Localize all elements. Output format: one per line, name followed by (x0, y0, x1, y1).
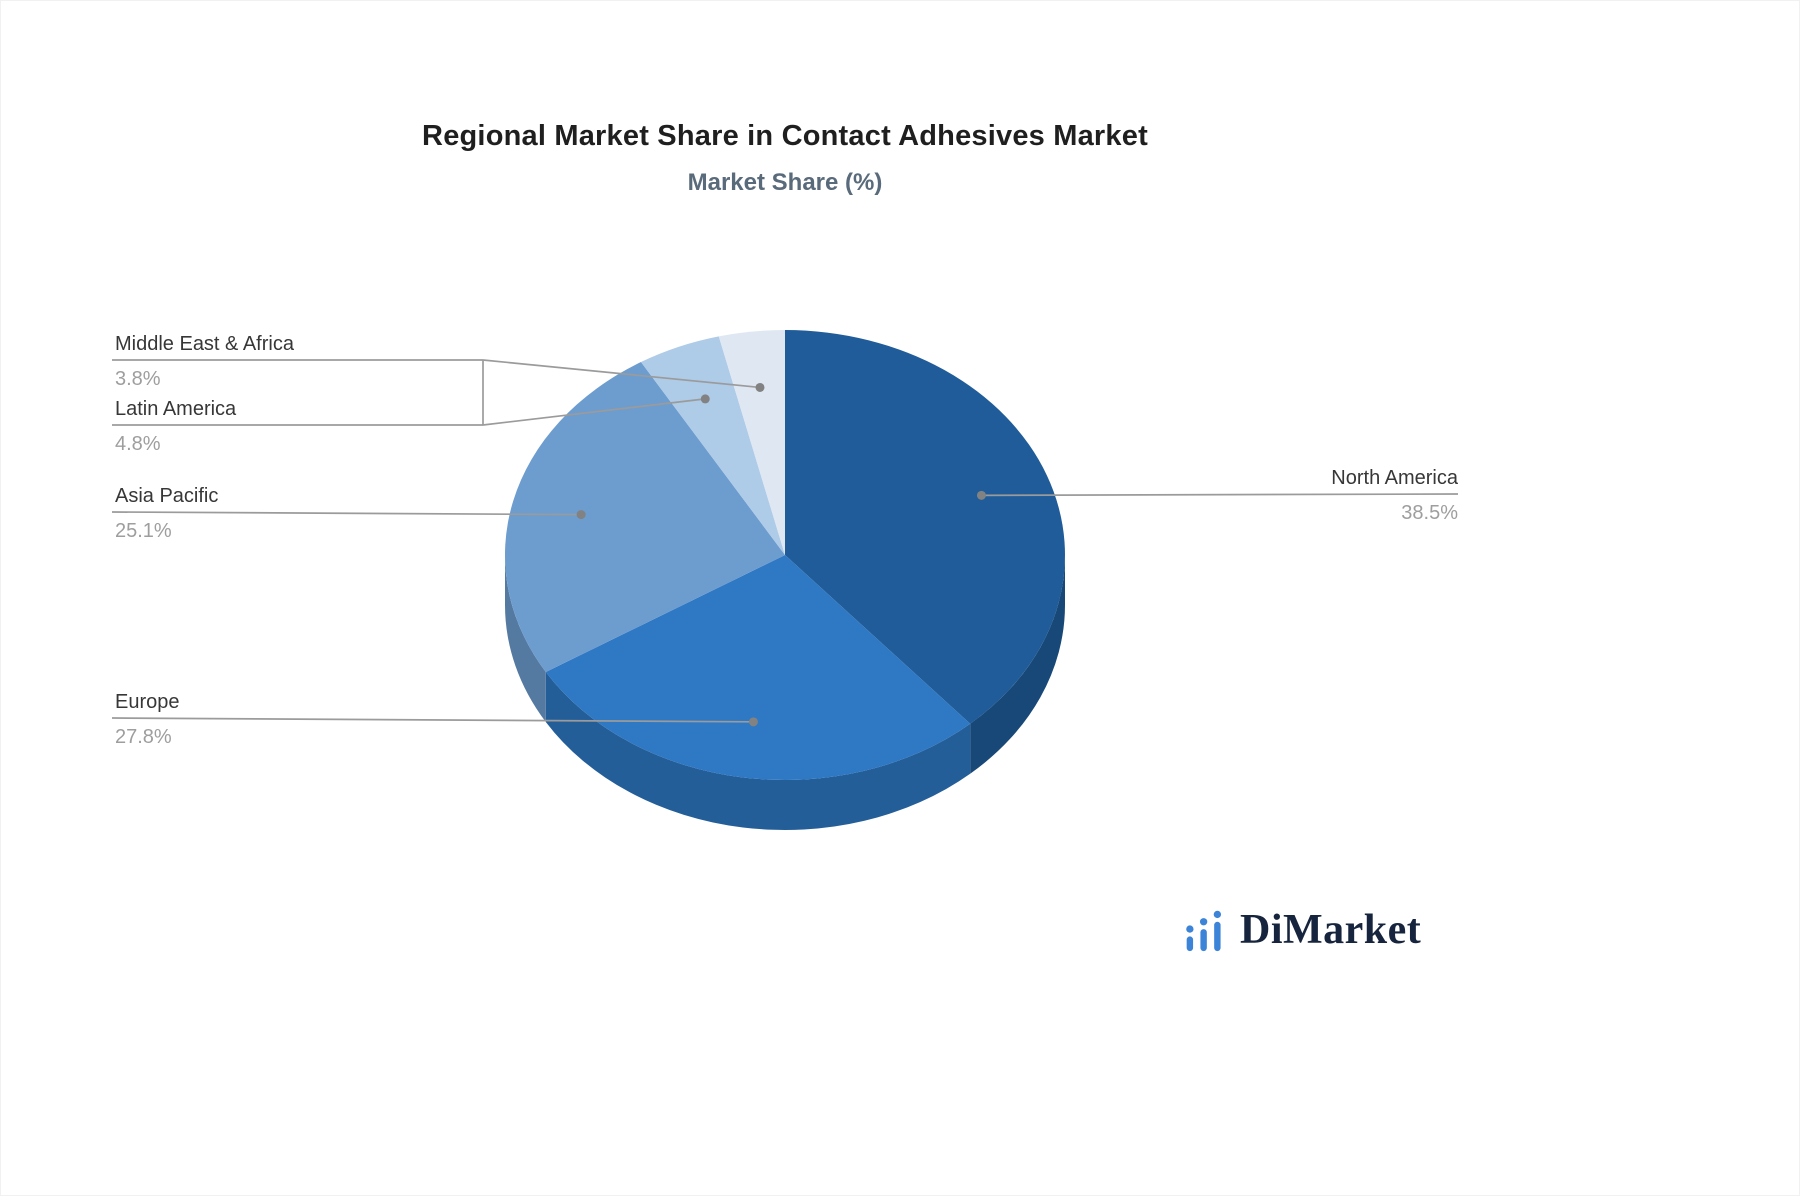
dimarket-logo-icon (1186, 910, 1222, 952)
dimarket-logo: DiMarket (1183, 906, 1421, 954)
slice-label-latin-america: Latin America (115, 398, 237, 420)
slice-value-asia-pacific: 25.1% (115, 520, 172, 542)
chart-title: Regional Market Share in Contact Adhesiv… (422, 120, 1148, 152)
slice-label-asia-pacific: Asia Pacific (115, 485, 219, 507)
dimarket-logo-text: DiMarket (1240, 907, 1422, 953)
slice-value-north-america: 38.5% (1401, 502, 1458, 524)
slice-value-middle-east-africa: 3.8% (115, 368, 161, 390)
slice-label-middle-east-africa: Middle East & Africa (115, 333, 294, 355)
slice-label-europe: Europe (115, 691, 180, 713)
slice-value-latin-america: 4.8% (115, 433, 161, 455)
chart-subtitle: Market Share (%) (687, 169, 883, 196)
slice-value-europe: 27.8% (115, 726, 172, 748)
slice-label-north-america: North America (1331, 467, 1458, 489)
